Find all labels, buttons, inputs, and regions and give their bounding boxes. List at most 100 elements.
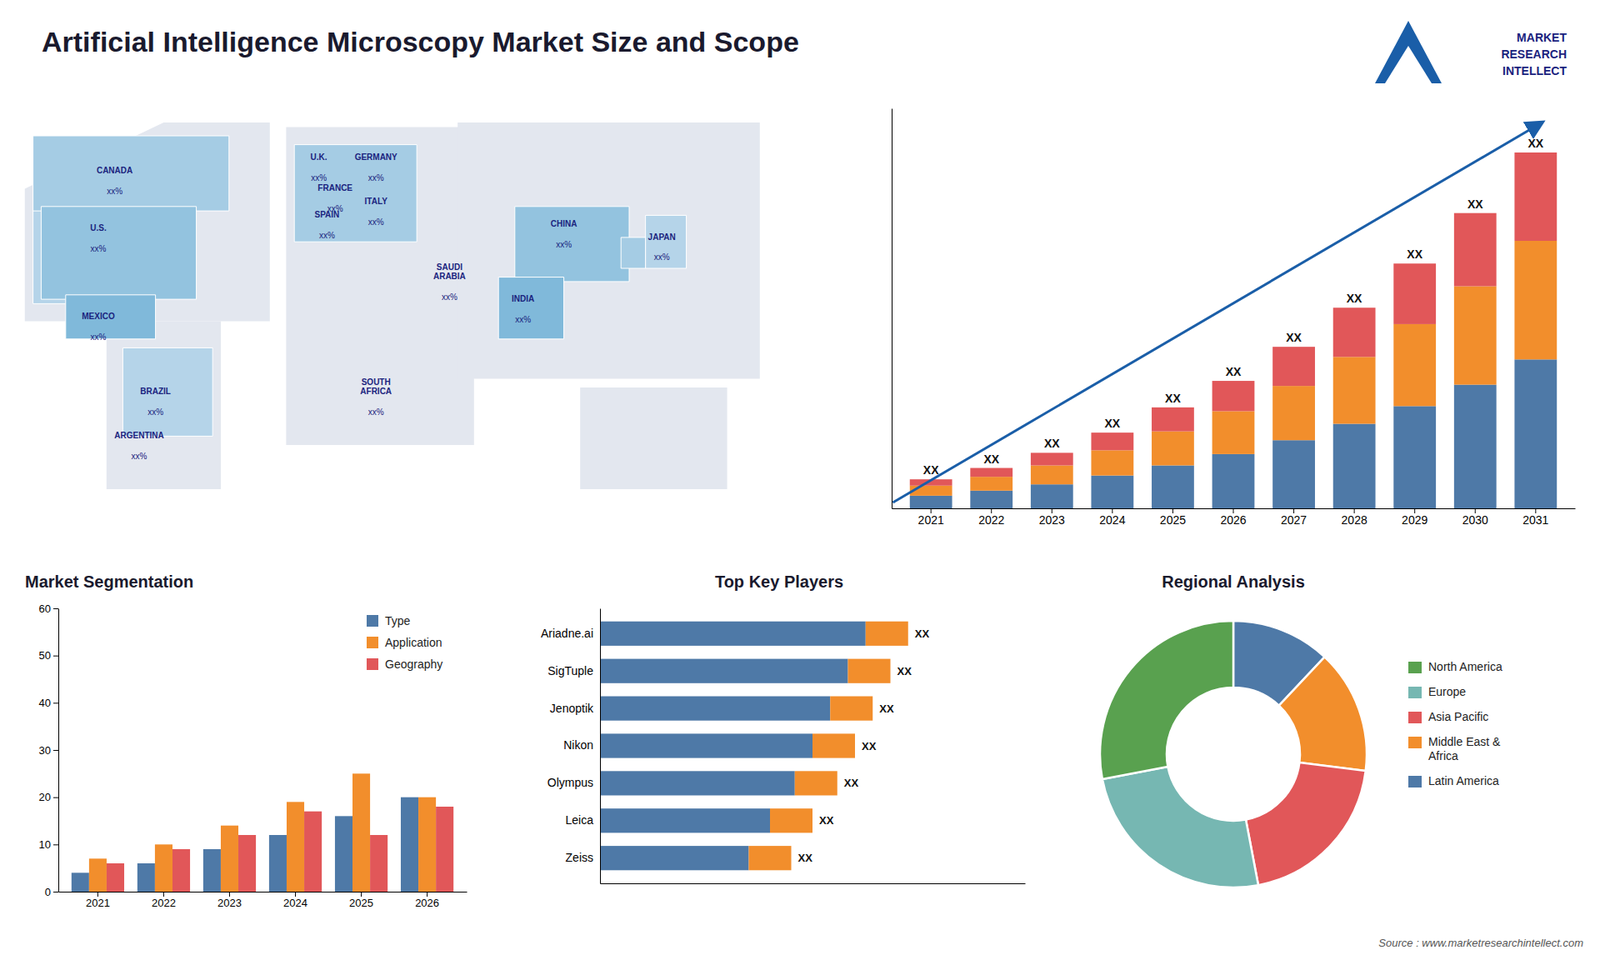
legend-swatch [1408,736,1422,749]
legend-item: Geography [366,657,443,671]
y-axis-tick-label: 50 [39,649,51,662]
legend-item: Type [366,614,411,628]
legend-label: North America [1428,660,1503,674]
data-label: XX [861,740,877,753]
x-axis-tick-label: 2023 [1039,513,1065,527]
bar [749,845,792,870]
y-axis-tick-mark [53,608,59,610]
map-region [294,145,417,243]
legend-item: Latin America [1408,774,1500,788]
y-axis-tick: 10 [39,838,59,851]
x-axis-tick-label: 2031 [1522,513,1549,527]
x-axis-tick: 2031 [1522,508,1549,527]
y-axis-tick: Jenoptik [550,701,600,715]
x-axis-tick-label: 2024 [1099,513,1125,527]
y-axis-tick-label: 20 [39,790,51,804]
bar [1333,356,1376,424]
map-label: U.S. [90,223,107,233]
x-axis-tick-label: 2021 [85,896,110,910]
x-axis-line [600,883,1026,885]
map-label: SOUTHAFRICA [360,377,392,396]
bar [1333,424,1376,509]
x-axis-tick-label: 2026 [415,896,440,910]
bar [1212,380,1255,411]
legend-swatch [1408,686,1422,699]
legend-swatch [366,636,379,649]
y-axis-tick-label: Leica [565,813,595,827]
data-label: XX [1165,391,1181,405]
logo-shape-inner [1385,45,1432,84]
bar-series [89,773,436,892]
legend-label: Middle East &Africa [1428,735,1501,763]
bar [435,806,454,892]
map-region [33,135,230,211]
bar [1212,410,1255,454]
y-axis-tick-mark [53,702,59,704]
bar [770,808,813,833]
bar [600,621,866,646]
x-axis-tick-label: 2029 [1401,513,1428,527]
x-axis-tick-label: 2022 [151,896,176,910]
y-axis: Ariadne.aiSigTupleJenoptikNikonOlympusLe… [540,609,601,885]
x-axis-tick-mark [295,891,296,897]
bar [106,863,125,892]
bar [1090,450,1134,475]
logo-shape [1375,20,1442,84]
y-axis-tick-label: 10 [39,838,51,851]
bar [795,770,838,795]
data-labels: XXXXXXXXXXXXXXXXXXXXXX [923,136,1545,477]
y-axis-tick-mark [53,655,59,657]
x-axis-tick-label: 2027 [1280,513,1307,527]
map-value: xx% [147,407,164,417]
bar [1333,307,1376,357]
x-axis-tick-mark [229,891,230,897]
bar [1272,346,1315,386]
data-label: XX [844,776,860,790]
y-axis-tick: Olympus [547,775,600,790]
data-label: XX [1225,365,1242,379]
x-axis-tick: 2023 [217,891,242,910]
bar [910,495,953,509]
bar [1393,405,1436,509]
map-label: U.K. [310,152,328,162]
map-value: xx% [368,173,385,183]
map-label: SAUDIARABIA [433,262,466,281]
bar-series [749,621,909,871]
bar [1030,484,1074,509]
x-axis-line [59,891,468,893]
map-value: xx% [654,252,670,262]
x-axis-tick-label: 2025 [1160,513,1186,527]
x-axis: 2021202220232024202520262027202820292030… [892,508,1576,527]
bar [71,872,90,892]
y-axis-tick: 0 [45,885,59,899]
data-label: XX [798,851,814,865]
bar [335,815,353,892]
x-axis: 202120222023202420252026 [59,891,468,910]
bar [1454,213,1497,287]
y-axis: 0102030405060 [39,602,60,899]
map-region [645,215,687,269]
y-axis-tick: 40 [39,696,59,710]
y-axis-line [58,609,60,893]
bar [865,621,909,646]
bar [352,773,370,892]
bar [970,468,1013,478]
main-plot [910,152,1557,509]
x-axis-tick: 2026 [415,891,440,910]
legend-label: Asia Pacific [1428,710,1489,724]
y-axis-line [891,109,893,510]
data-labels: XXXXXXXXXXXXXX [798,627,930,865]
legend-label: Europe [1428,685,1466,699]
bar [1212,454,1255,509]
data-label: XX [923,463,940,477]
map-label: SPAIN [314,210,340,220]
bar [370,835,388,892]
x-axis [600,883,1026,885]
y-axis-tick-label: Olympus [547,775,594,790]
legend: North America Europe Asia Pacific Middle Ea… [1408,660,1503,788]
seg-plot [71,773,454,892]
slice [1100,620,1234,780]
y-axis-tick-label: 40 [39,696,51,710]
bar [910,485,953,496]
bar [848,659,891,684]
